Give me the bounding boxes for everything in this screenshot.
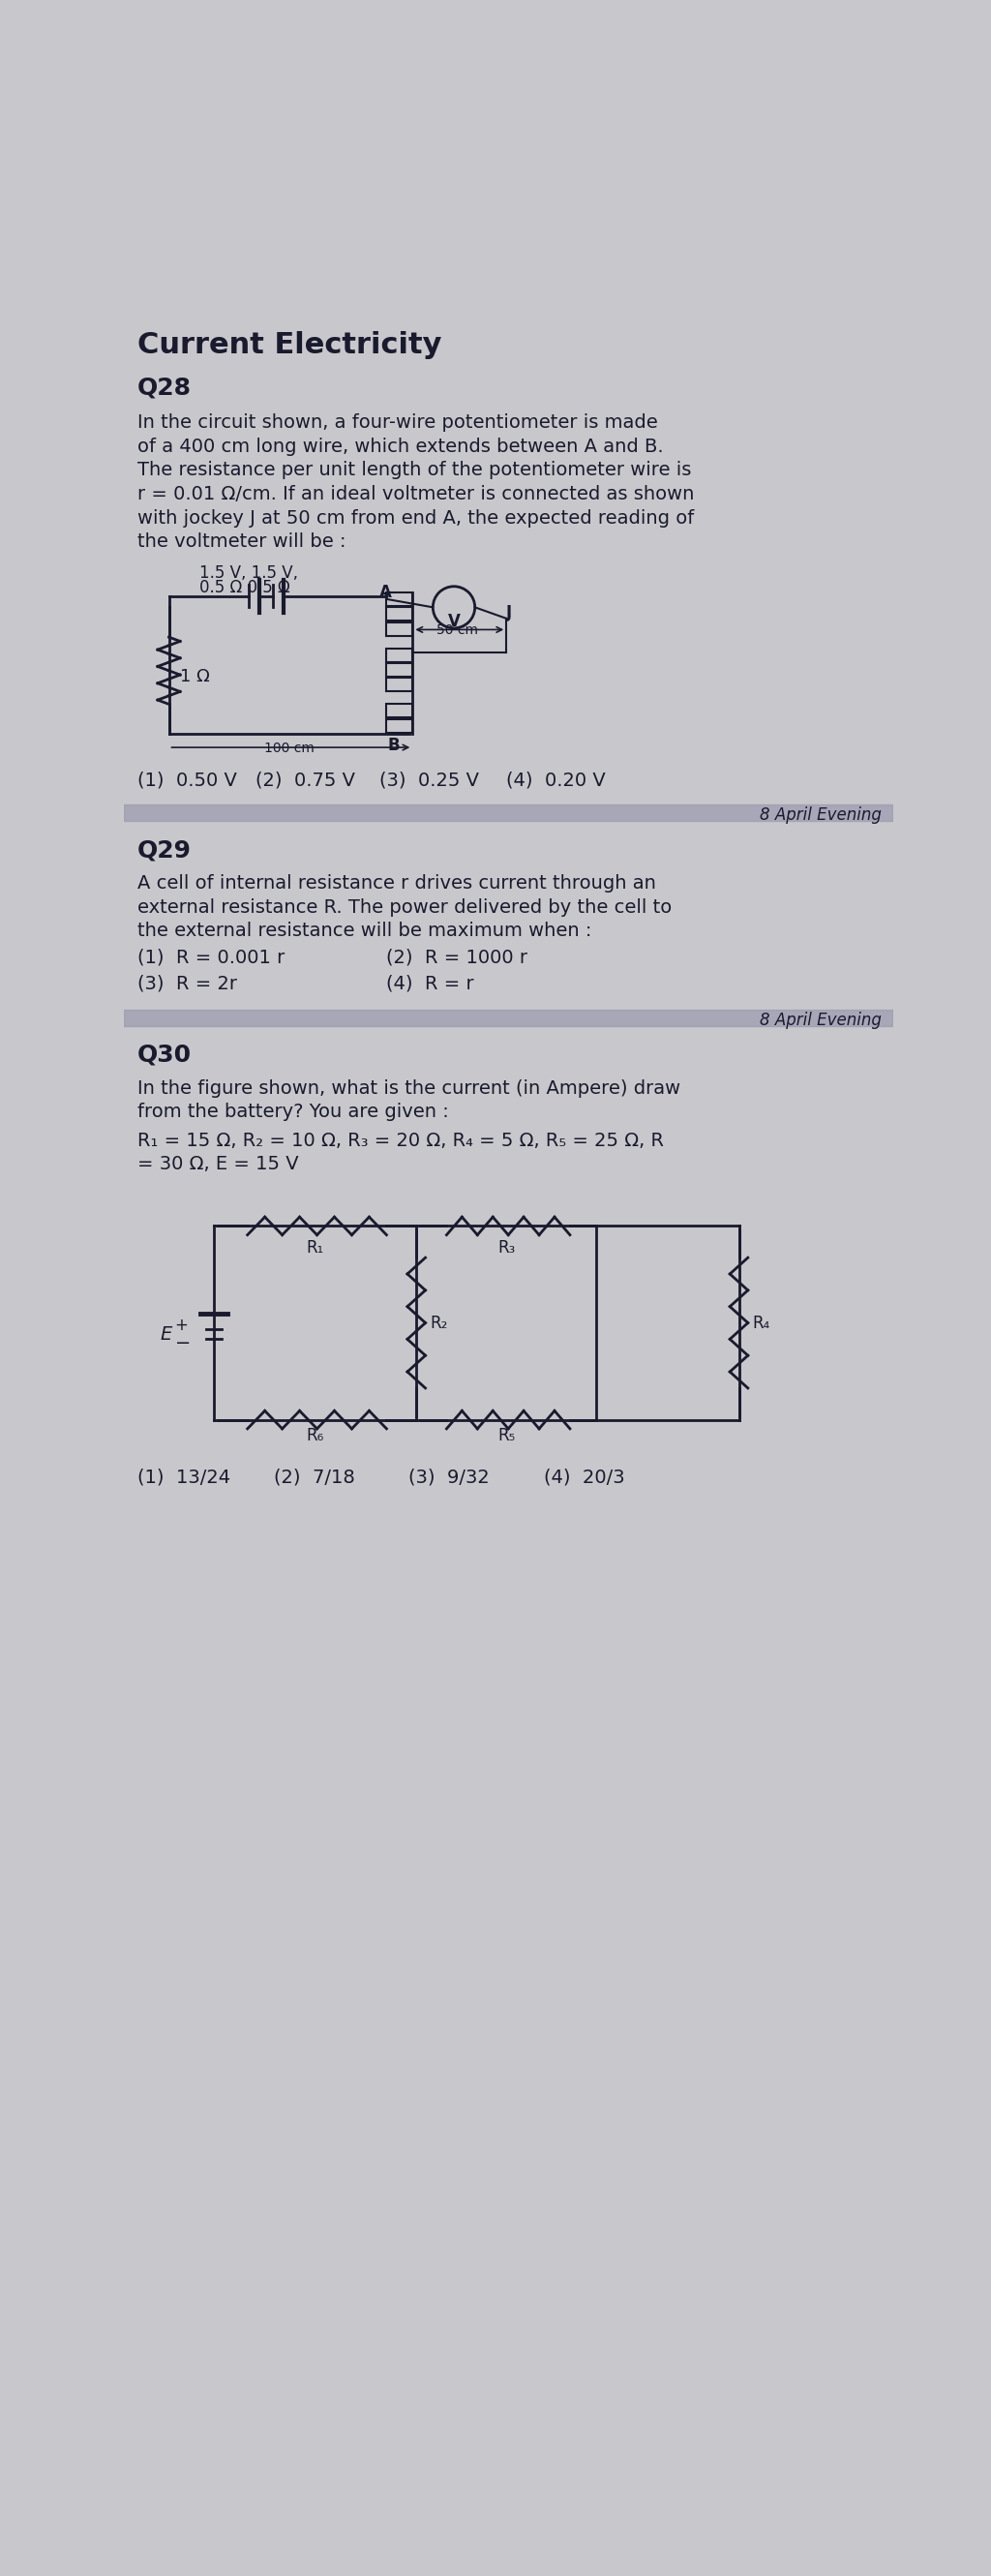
Text: (2)  7/18: (2) 7/18 [274, 1468, 355, 1486]
Text: A cell of internal resistance r drives current through an: A cell of internal resistance r drives c… [138, 873, 656, 891]
Text: the external resistance will be maximum when :: the external resistance will be maximum … [138, 922, 592, 940]
Bar [386, 608, 412, 621]
Text: R₃: R₃ [497, 1239, 515, 1257]
Text: Current Electricity: Current Electricity [138, 332, 442, 361]
Text: (4)  0.20 V: (4) 0.20 V [506, 770, 606, 791]
Text: R₄: R₄ [752, 1314, 770, 1332]
Text: R₆: R₆ [306, 1427, 324, 1445]
Text: r = 0.01 Ω/cm. If an ideal voltmeter is connected as shown: r = 0.01 Ω/cm. If an ideal voltmeter is … [138, 484, 695, 502]
Text: J: J [506, 605, 512, 621]
Text: 1 Ω: 1 Ω [180, 667, 210, 685]
Text: 50 cm: 50 cm [437, 623, 479, 636]
Text: (2)  R = 1000 r: (2) R = 1000 r [386, 948, 527, 966]
Text: (1)  R = 0.001 r: (1) R = 0.001 r [138, 948, 284, 966]
Text: Q30: Q30 [138, 1043, 191, 1066]
Bar [386, 719, 412, 732]
Bar [386, 703, 412, 719]
Text: 0.5 Ω 0.5 Ω: 0.5 Ω 0.5 Ω [199, 580, 289, 598]
Text: A: A [379, 582, 391, 600]
Text: (3)  0.25 V: (3) 0.25 V [379, 770, 479, 791]
Text: (4)  20/3: (4) 20/3 [544, 1468, 624, 1486]
Bar [386, 649, 412, 662]
Text: external resistance R. The power delivered by the cell to: external resistance R. The power deliver… [138, 899, 672, 917]
Text: 100 cm: 100 cm [264, 742, 314, 755]
Bar [386, 677, 412, 690]
Text: 8 April Evening: 8 April Evening [759, 1012, 881, 1028]
Text: from the battery? You are given :: from the battery? You are given : [138, 1103, 449, 1121]
Text: R₁: R₁ [306, 1239, 324, 1257]
Text: of a 400 cm long wire, which extends between A and B.: of a 400 cm long wire, which extends bet… [138, 438, 664, 456]
Text: (1)  0.50 V: (1) 0.50 V [138, 770, 237, 791]
Text: = 30 Ω, E = 15 V: = 30 Ω, E = 15 V [138, 1154, 298, 1175]
Bar [386, 662, 412, 677]
Text: R₅: R₅ [497, 1427, 515, 1445]
Bar [386, 592, 412, 605]
Text: 1.5 V, 1.5 V,: 1.5 V, 1.5 V, [199, 564, 297, 582]
Text: In the figure shown, what is the current (in Ampere) draw: In the figure shown, what is the current… [138, 1079, 681, 1097]
Text: −: − [174, 1334, 190, 1352]
Text: V: V [448, 613, 460, 631]
Text: R₁ = 15 Ω, R₂ = 10 Ω, R₃ = 20 Ω, R₄ = 5 Ω, R₅ = 25 Ω, R: R₁ = 15 Ω, R₂ = 10 Ω, R₃ = 20 Ω, R₄ = 5 … [138, 1131, 664, 1149]
Text: B: B [387, 737, 400, 755]
Text: Q29: Q29 [138, 837, 191, 860]
Text: with jockey J at 50 cm from end A, the expected reading of: with jockey J at 50 cm from end A, the e… [138, 510, 694, 528]
Text: (4)  R = r: (4) R = r [386, 974, 474, 994]
Text: 8 April Evening: 8 April Evening [759, 806, 881, 824]
Text: (3)  9/32: (3) 9/32 [409, 1468, 490, 1486]
Bar [386, 623, 412, 636]
Text: Q28: Q28 [138, 376, 191, 399]
Text: R₂: R₂ [430, 1314, 448, 1332]
Circle shape [433, 587, 475, 629]
Text: In the circuit shown, a four-wire potentiometer is made: In the circuit shown, a four-wire potent… [138, 415, 658, 433]
Text: +: + [174, 1316, 188, 1334]
Text: E: E [160, 1324, 171, 1345]
Text: (3)  R = 2r: (3) R = 2r [138, 974, 237, 994]
Text: the voltmeter will be :: the voltmeter will be : [138, 533, 346, 551]
Text: (2)  0.75 V: (2) 0.75 V [255, 770, 355, 791]
Text: (1)  13/24: (1) 13/24 [138, 1468, 230, 1486]
Text: The resistance per unit length of the potentiometer wire is: The resistance per unit length of the po… [138, 461, 692, 479]
